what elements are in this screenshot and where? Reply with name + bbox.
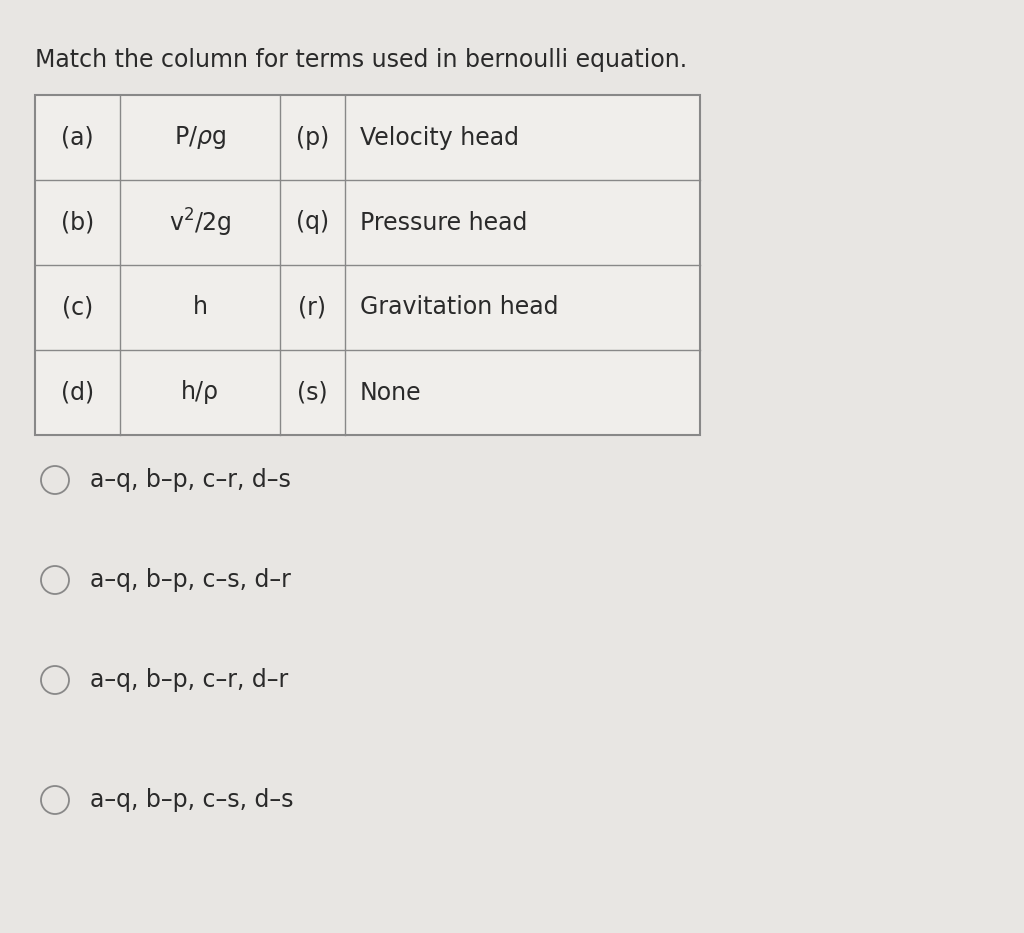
- Text: (d): (d): [61, 381, 94, 405]
- Text: (r): (r): [299, 296, 327, 319]
- Text: (q): (q): [296, 211, 329, 234]
- Text: a–q, b–p, c–s, d–r: a–q, b–p, c–s, d–r: [90, 568, 291, 592]
- Text: (s): (s): [297, 381, 328, 405]
- Text: h: h: [193, 296, 208, 319]
- Text: (c): (c): [61, 296, 93, 319]
- Bar: [35, 95, 700, 435]
- Text: P/$\rho$g: P/$\rho$g: [174, 124, 226, 151]
- Text: Velocity head: Velocity head: [360, 126, 519, 149]
- Text: a–q, b–p, c–s, d–s: a–q, b–p, c–s, d–s: [90, 788, 294, 812]
- Text: h/ρ: h/ρ: [181, 381, 219, 405]
- Text: None: None: [360, 381, 422, 405]
- Text: Pressure head: Pressure head: [360, 211, 527, 234]
- Text: (p): (p): [296, 126, 329, 149]
- Text: (b): (b): [60, 211, 94, 234]
- Text: Gravitation head: Gravitation head: [360, 296, 558, 319]
- Text: v$^2$/2g: v$^2$/2g: [169, 206, 231, 239]
- Text: a–q, b–p, c–r, d–r: a–q, b–p, c–r, d–r: [90, 668, 288, 692]
- Text: (a): (a): [61, 126, 94, 149]
- Text: Match the column for terms used in bernoulli equation.: Match the column for terms used in berno…: [35, 48, 687, 72]
- Text: a–q, b–p, c–r, d–s: a–q, b–p, c–r, d–s: [90, 468, 291, 492]
